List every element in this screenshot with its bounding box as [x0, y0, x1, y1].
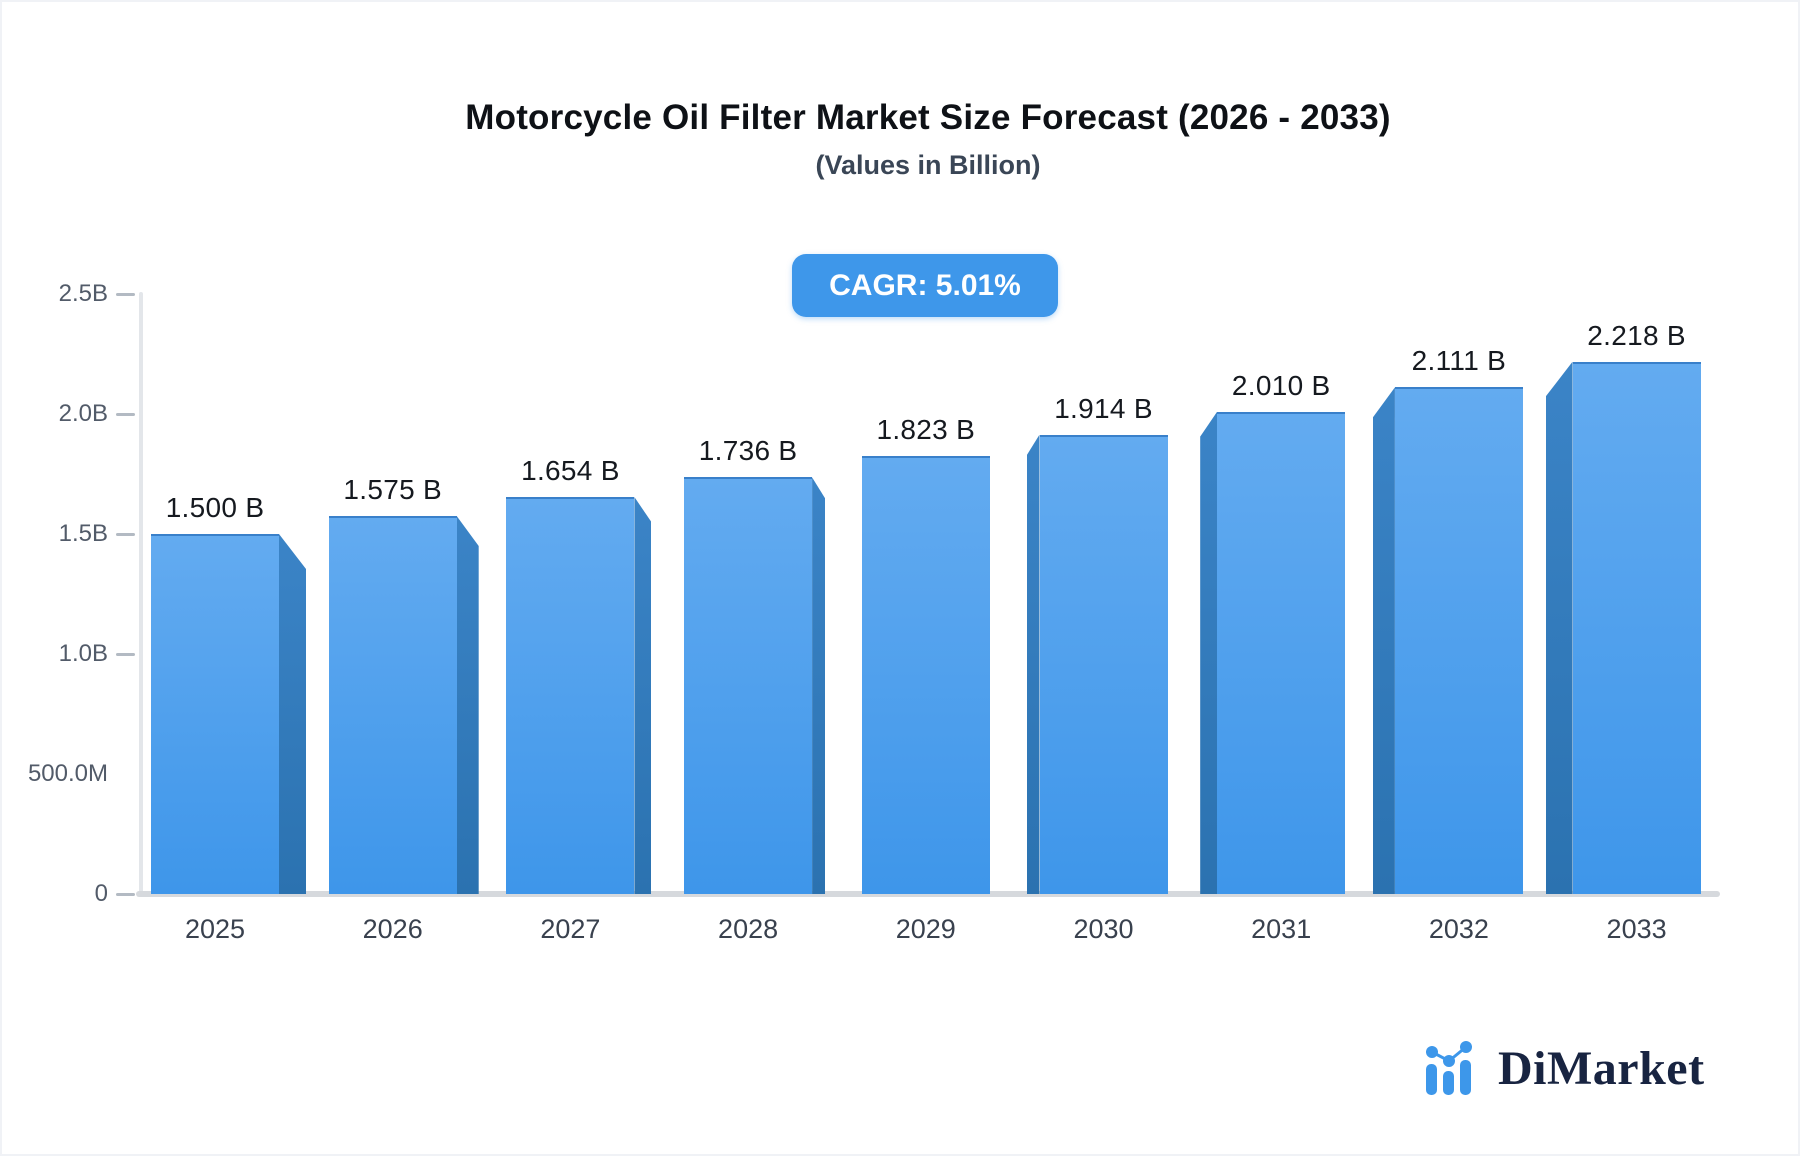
bar-face — [1039, 434, 1168, 894]
y-tick-label: 1.0B — [58, 640, 108, 667]
bar-2032 — [1372, 387, 1523, 894]
bar-side-shade — [456, 516, 479, 894]
brand-logo: DiMarket — [1424, 1040, 1705, 1096]
x-category-label: 2029 — [895, 914, 956, 944]
bar-2031 — [1200, 411, 1346, 894]
y-tick-label: 2.0B — [58, 400, 108, 427]
bar-face — [684, 477, 813, 894]
chart-subtitle: (Values in Billion) — [815, 150, 1041, 180]
y-tick-mark — [116, 652, 135, 656]
bar-2028 — [684, 477, 826, 894]
y-tick-label: 0 — [94, 880, 108, 907]
bar-face — [328, 516, 457, 894]
bar-value-label: 2.218 B — [1587, 319, 1686, 351]
page-title: Motorcycle Oil Filter Market Size Foreca… — [465, 98, 1391, 137]
y-tick-mark — [116, 892, 135, 896]
bar-side-shade — [279, 534, 306, 894]
y-tick-mark — [116, 532, 135, 536]
y-tick-mark — [116, 292, 135, 296]
mini-bar-chart-icon — [1426, 1041, 1472, 1095]
bar-value-label: 1.823 B — [876, 414, 976, 446]
y-tick-label: 1.5B — [58, 520, 108, 547]
brand-name: DiMarket — [1498, 1041, 1705, 1095]
bar-face — [1217, 411, 1346, 894]
bar-value-label: 2.010 B — [1231, 369, 1331, 401]
bar-value-label: 1.575 B — [343, 474, 442, 505]
x-category-label: 2026 — [362, 914, 423, 944]
bar-side-shade — [812, 477, 826, 894]
y-tick-label: 2.5B — [58, 280, 108, 307]
bar-value-label: 1.654 B — [521, 455, 620, 487]
bar-face — [506, 497, 635, 894]
bar-2026 — [328, 516, 479, 894]
x-category-label: 2027 — [540, 914, 601, 944]
cagr-badge-label: CAGR: 5.01% — [829, 268, 1021, 302]
x-category-label: 2025 — [184, 914, 246, 944]
bar-face — [1572, 361, 1701, 894]
bar-2033 — [1545, 361, 1701, 894]
bar-value-label: 1.914 B — [1054, 392, 1153, 424]
y-axis-line — [139, 292, 143, 896]
bar-side-shade — [1200, 411, 1218, 894]
bar-side-shade — [1026, 434, 1040, 894]
bar-face — [1394, 387, 1523, 894]
bar-side-shade — [1372, 387, 1395, 894]
x-category-label: 2033 — [1606, 914, 1667, 944]
bar-face — [151, 534, 279, 894]
bar-value-label: 1.500 B — [165, 492, 265, 523]
bar-2029 — [861, 456, 990, 894]
bar-2027 — [506, 497, 652, 894]
y-tick-mark — [116, 412, 135, 416]
bar-2025 — [151, 534, 306, 894]
bar-side-shade — [1545, 361, 1573, 894]
bar-value-label: 1.736 B — [698, 435, 798, 467]
bar-2030 — [1026, 434, 1168, 894]
bar-side-shade — [634, 497, 652, 894]
x-category-label: 2031 — [1251, 914, 1312, 944]
x-category-label: 2030 — [1073, 914, 1134, 944]
bar-face — [861, 456, 990, 894]
x-category-label: 2028 — [718, 914, 779, 944]
cagr-badge: CAGR: 5.01% — [792, 254, 1058, 317]
x-axis-baseline — [136, 891, 1720, 897]
x-category-label: 2032 — [1428, 914, 1489, 944]
bar-value-label: 2.111 B — [1411, 345, 1507, 377]
y-tick-label: 500.0M — [27, 760, 108, 787]
